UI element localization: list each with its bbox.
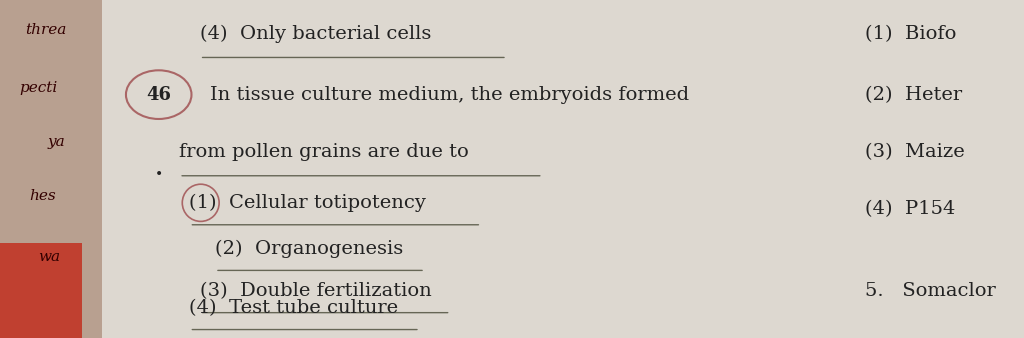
Text: (3)  Maize: (3) Maize	[865, 143, 965, 161]
Text: 5.   Somaclor: 5. Somaclor	[865, 282, 996, 300]
Text: (3)  Double fertilization: (3) Double fertilization	[200, 282, 431, 300]
Text: (4)  Only bacterial cells: (4) Only bacterial cells	[200, 25, 431, 43]
Text: (4)  P154: (4) P154	[865, 200, 955, 219]
Text: (2)  Heter: (2) Heter	[865, 86, 963, 104]
Text: hes: hes	[30, 189, 56, 203]
Text: wa: wa	[38, 250, 60, 264]
Text: (4)  Test tube culture: (4) Test tube culture	[189, 298, 398, 317]
Text: (1)  Cellular totipotency: (1) Cellular totipotency	[189, 194, 426, 212]
Bar	[0, 0, 102, 338]
Text: (1)  Biofo: (1) Biofo	[865, 25, 956, 43]
Text: threa: threa	[26, 23, 67, 38]
Text: ya: ya	[47, 135, 66, 149]
Bar	[0, 243, 82, 338]
Text: pecti: pecti	[19, 81, 58, 95]
Text: 46: 46	[146, 86, 171, 104]
Text: from pollen grains are due to: from pollen grains are due to	[179, 143, 469, 161]
Text: (2)  Organogenesis: (2) Organogenesis	[215, 239, 403, 258]
Text: •: •	[155, 167, 163, 181]
Text: In tissue culture medium, the embryoids formed: In tissue culture medium, the embryoids …	[210, 86, 689, 104]
